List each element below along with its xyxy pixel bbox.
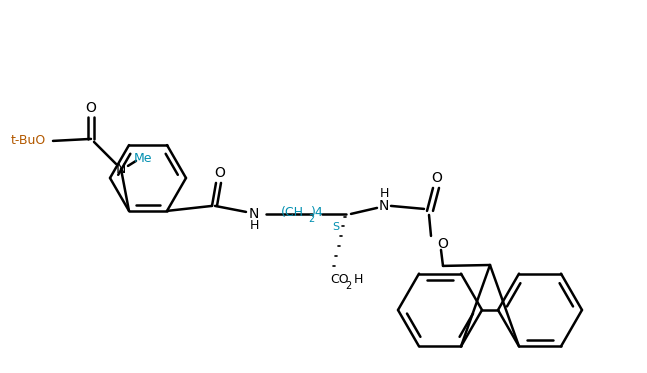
Text: )4: )4 [311, 206, 324, 219]
Text: Me: Me [134, 153, 152, 165]
Text: (CH: (CH [281, 206, 303, 219]
Text: N: N [378, 199, 389, 213]
Text: N: N [116, 162, 126, 176]
Text: 2: 2 [345, 281, 351, 291]
Text: O: O [85, 101, 96, 115]
Text: N: N [249, 207, 259, 221]
Text: S: S [333, 222, 340, 232]
Text: t-BuO: t-BuO [11, 134, 46, 147]
Text: 2: 2 [308, 214, 314, 224]
Text: CO: CO [330, 273, 349, 286]
Text: O: O [432, 171, 443, 185]
Text: O: O [215, 166, 225, 180]
Text: O: O [437, 237, 448, 251]
Text: H: H [249, 219, 259, 232]
Text: H: H [379, 187, 389, 200]
Text: H: H [354, 273, 364, 286]
